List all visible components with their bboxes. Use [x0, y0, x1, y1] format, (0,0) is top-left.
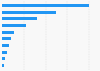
- Bar: [2, 4, 89, 7]
- Bar: [2, 51, 7, 54]
- Bar: [2, 64, 4, 67]
- Bar: [2, 11, 56, 14]
- Bar: [2, 17, 37, 20]
- Bar: [2, 44, 9, 47]
- Bar: [2, 37, 11, 40]
- Bar: [2, 31, 14, 34]
- Bar: [2, 57, 6, 60]
- Bar: [2, 24, 26, 27]
